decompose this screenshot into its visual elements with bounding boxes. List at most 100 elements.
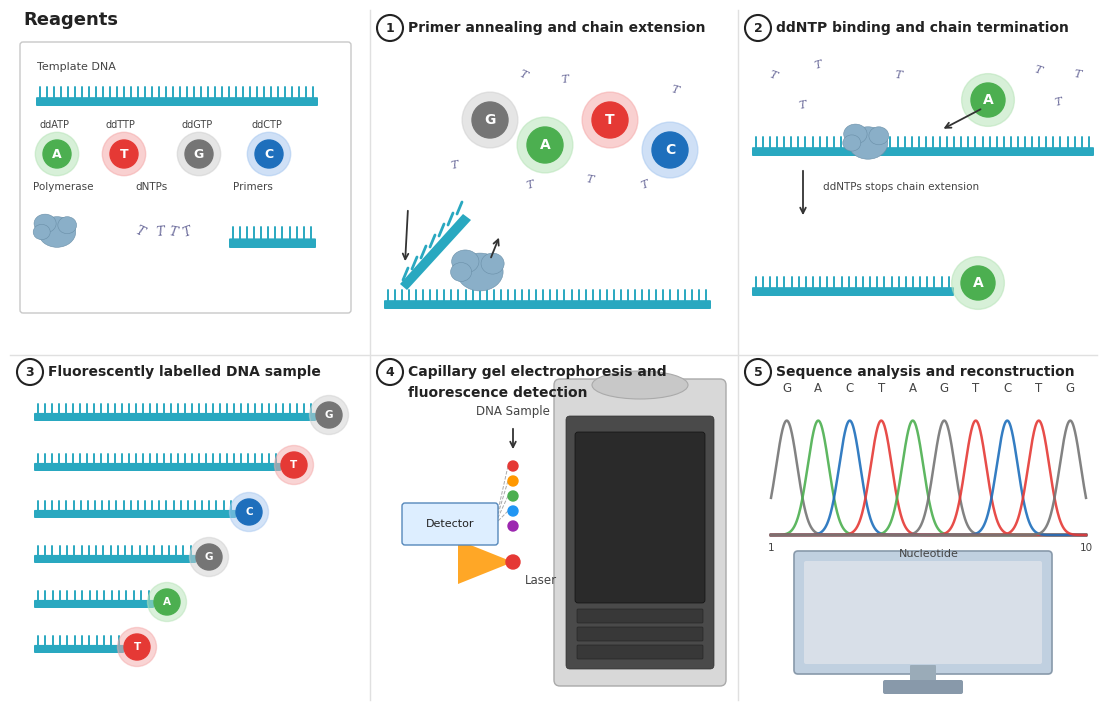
Circle shape: [17, 359, 43, 385]
Text: T: T: [561, 75, 569, 85]
Text: ddGTP: ddGTP: [182, 120, 213, 130]
Text: T: T: [290, 460, 298, 470]
Circle shape: [971, 83, 1005, 117]
Text: T: T: [640, 179, 650, 191]
Circle shape: [102, 132, 146, 175]
Circle shape: [952, 256, 1004, 310]
FancyBboxPatch shape: [34, 463, 281, 471]
Circle shape: [185, 140, 213, 168]
Text: A: A: [983, 93, 993, 107]
Ellipse shape: [33, 224, 50, 240]
Circle shape: [177, 132, 220, 175]
Text: T: T: [878, 382, 884, 395]
Text: T: T: [893, 70, 902, 80]
Text: T: T: [798, 99, 807, 111]
Text: A: A: [52, 148, 62, 160]
Text: T: T: [1054, 97, 1063, 108]
FancyBboxPatch shape: [34, 555, 196, 563]
Text: C: C: [1003, 382, 1012, 395]
Text: T: T: [525, 179, 535, 191]
Text: DNA Sample: DNA Sample: [476, 405, 550, 418]
Circle shape: [508, 491, 518, 501]
Circle shape: [462, 92, 518, 148]
Text: G: G: [783, 382, 792, 395]
Circle shape: [582, 92, 638, 148]
Text: A: A: [163, 597, 170, 607]
Polygon shape: [400, 214, 470, 290]
FancyBboxPatch shape: [34, 600, 154, 608]
Text: ddNTP binding and chain termination: ddNTP binding and chain termination: [776, 21, 1069, 35]
FancyBboxPatch shape: [577, 627, 703, 641]
Text: G: G: [940, 382, 949, 395]
Circle shape: [508, 506, 518, 516]
Text: T: T: [1074, 70, 1083, 80]
Circle shape: [281, 452, 307, 478]
Ellipse shape: [482, 253, 504, 274]
Ellipse shape: [592, 371, 687, 399]
Ellipse shape: [34, 214, 56, 233]
FancyBboxPatch shape: [34, 645, 124, 653]
Text: ddTTP: ddTTP: [106, 120, 136, 130]
Text: T: T: [768, 69, 778, 81]
Circle shape: [310, 395, 349, 435]
Text: A: A: [815, 382, 823, 395]
Ellipse shape: [848, 127, 888, 159]
Text: ddCTP: ddCTP: [251, 120, 282, 130]
FancyBboxPatch shape: [37, 97, 318, 106]
Text: Fluorescently labelled DNA sample: Fluorescently labelled DNA sample: [48, 365, 321, 379]
FancyBboxPatch shape: [577, 645, 703, 659]
Ellipse shape: [452, 250, 479, 273]
Text: G: G: [1066, 382, 1075, 395]
Circle shape: [592, 102, 628, 138]
Polygon shape: [458, 540, 513, 584]
Text: 1: 1: [385, 21, 394, 35]
Text: A: A: [973, 276, 983, 290]
Text: G: G: [205, 552, 214, 562]
Text: C: C: [265, 148, 273, 160]
Text: G: G: [324, 410, 333, 420]
Text: Primer annealing and chain extension: Primer annealing and chain extension: [408, 21, 705, 35]
Text: T: T: [518, 69, 528, 81]
FancyBboxPatch shape: [34, 413, 315, 421]
Text: ddATP: ddATP: [39, 120, 69, 130]
Circle shape: [43, 140, 71, 168]
Ellipse shape: [39, 217, 75, 247]
Text: 5: 5: [754, 366, 763, 378]
Text: T: T: [155, 225, 165, 239]
Circle shape: [508, 461, 518, 471]
Ellipse shape: [844, 124, 867, 144]
Circle shape: [196, 544, 223, 570]
Circle shape: [377, 359, 403, 385]
Circle shape: [154, 589, 180, 615]
Text: Capillary gel electrophoresis and: Capillary gel electrophoresis and: [408, 365, 666, 379]
Circle shape: [745, 359, 770, 385]
Text: C: C: [665, 143, 675, 157]
Ellipse shape: [869, 127, 889, 145]
Circle shape: [527, 127, 563, 163]
Circle shape: [255, 140, 283, 168]
Text: T: T: [972, 382, 980, 395]
Text: T: T: [814, 59, 823, 71]
Text: Polymerase: Polymerase: [33, 182, 93, 192]
Text: T: T: [451, 160, 459, 170]
FancyBboxPatch shape: [20, 42, 351, 313]
Circle shape: [189, 537, 228, 577]
Text: T: T: [180, 224, 193, 239]
Text: Sequence analysis and reconstruction: Sequence analysis and reconstruction: [776, 365, 1075, 379]
FancyBboxPatch shape: [577, 609, 703, 623]
Ellipse shape: [842, 135, 861, 151]
FancyBboxPatch shape: [910, 665, 937, 689]
Text: T: T: [586, 175, 594, 185]
Text: Primers: Primers: [232, 182, 272, 192]
Circle shape: [117, 628, 156, 667]
Text: T: T: [606, 113, 614, 127]
FancyBboxPatch shape: [575, 432, 705, 603]
FancyBboxPatch shape: [229, 239, 315, 248]
Text: 1: 1: [767, 543, 774, 553]
Text: Reagents: Reagents: [23, 11, 118, 29]
Circle shape: [517, 117, 573, 173]
Text: T: T: [120, 148, 128, 160]
FancyBboxPatch shape: [752, 287, 954, 296]
Text: 10: 10: [1079, 543, 1093, 553]
Text: 4: 4: [385, 366, 394, 378]
